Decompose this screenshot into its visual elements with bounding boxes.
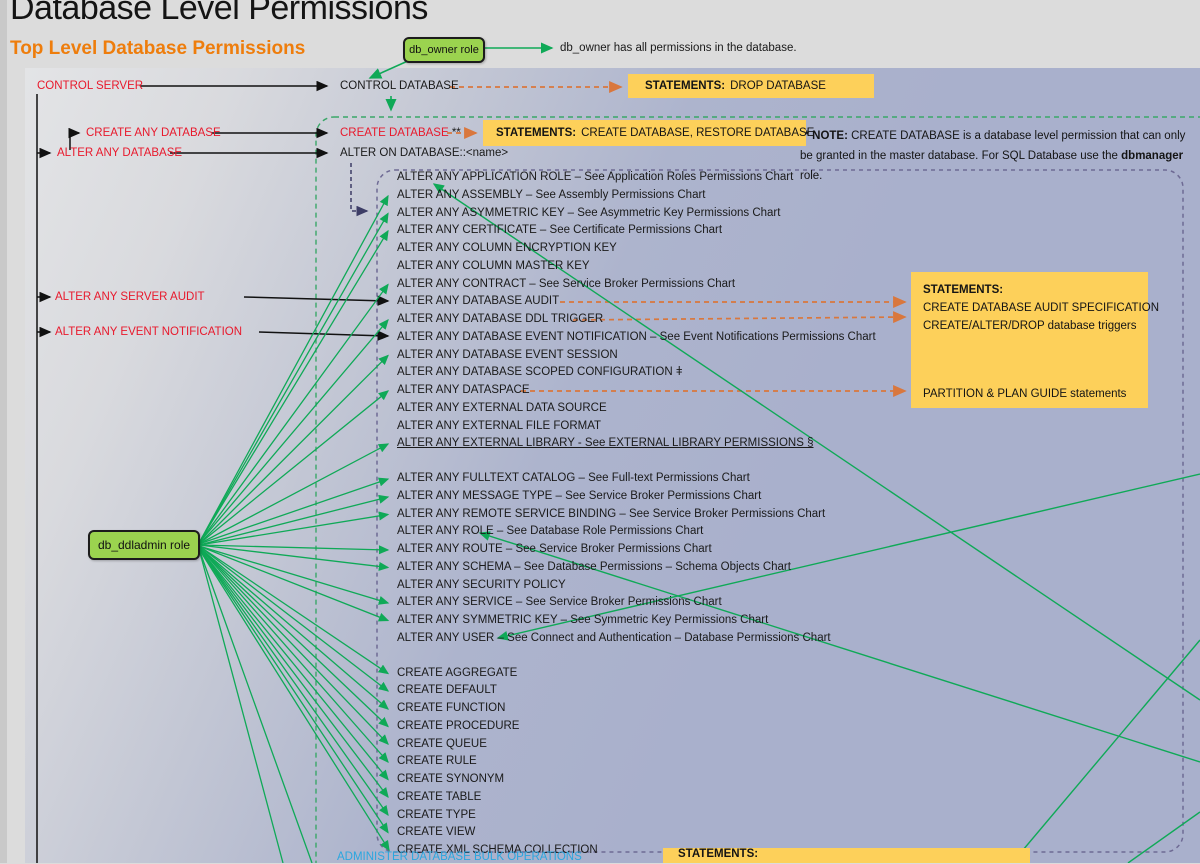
list-item: CREATE TYPE	[397, 808, 476, 821]
list-item: ALTER ANY DATABASE SCOPED CONFIGURATION …	[397, 366, 683, 379]
label-administer-database-bulk-operations: ADMINISTER DATABASE BULK OPERATIONS	[337, 851, 582, 863]
statements-title: STATEMENTS:	[923, 284, 1004, 296]
list-item: CREATE SYNONYM	[397, 773, 505, 785]
label-create-database: CREATE DATABASE **	[340, 127, 461, 140]
list-item: CREATE FUNCTION	[397, 702, 506, 714]
list-item: ALTER ANY DATABASE DDL TRIGGER	[397, 313, 604, 325]
list-item: ALTER ANY SYMMETRIC KEY – See Symmetric …	[397, 614, 769, 626]
list-item: CREATE VIEW	[397, 826, 476, 839]
db-ddladmin-role-box: db_ddladmin role	[88, 530, 200, 560]
list-item: CREATE DEFAULT	[397, 684, 497, 697]
label-create-any-database: CREATE ANY DATABASE	[86, 127, 221, 139]
list-item: ALTER ANY REMOTE SERVICE BINDING – See S…	[397, 507, 826, 520]
list-item: ALTER ANY DATABASE EVENT NOTIFICATION – …	[397, 330, 876, 343]
list-item: CREATE RULE	[397, 755, 477, 768]
list-gap	[397, 648, 876, 665]
list-item: ALTER ANY DATABASE EVENT SESSION	[397, 348, 618, 361]
label-alter-any-event-notification: ALTER ANY EVENT NOTIFICATION	[55, 326, 243, 338]
page-title: Database Level Permissions	[10, 0, 428, 27]
list-item: CREATE AGGREGATE	[397, 666, 518, 679]
db-owner-note: db_owner has all permissions in the data…	[560, 42, 797, 54]
page-left-edge	[0, 0, 7, 863]
statements-line: CREATE/ALTER/DROP database triggers	[923, 320, 1137, 332]
list-item: CREATE QUEUE	[397, 737, 487, 750]
statements-body: CREATE DATABASE, RESTORE DATABASE	[581, 127, 815, 139]
list-item: ALTER ANY USER – See Connect and Authent…	[397, 631, 831, 644]
list-item: CREATE TABLE	[397, 790, 482, 803]
statements-body: DROP DATABASE	[730, 80, 826, 92]
statements-title: STATEMENTS:	[645, 80, 726, 92]
label-control-database: CONTROL DATABASE	[340, 80, 459, 92]
create-database-text: CREATE DATABASE	[340, 127, 449, 139]
list-item: ALTER ANY CERTIFICATE – See Certificate …	[397, 224, 723, 237]
list-item: ALTER ANY APPLICATION ROLE – See Applica…	[397, 171, 794, 183]
note-bold-term: dbmanager	[1121, 150, 1184, 162]
create-database-note-marker: **	[448, 127, 461, 139]
list-item: ALTER ANY ROLE – See Database Role Permi…	[397, 525, 704, 538]
list-item: ALTER ANY SECURITY POLICY	[397, 578, 566, 591]
list-gap	[397, 453, 876, 470]
statements-line: PARTITION & PLAN GUIDE statements	[923, 388, 1127, 400]
list-item: ALTER ANY DATABASE AUDIT	[397, 295, 560, 308]
list-item: ALTER ANY EXTERNAL LIBRARY - See EXTERNA…	[397, 437, 814, 450]
list-item: ALTER ANY ASSEMBLY – See Assembly Permis…	[397, 188, 706, 201]
list-item: ALTER ANY DATASPACE	[397, 384, 530, 396]
list-item: ALTER ANY ASYMMETRIC KEY – See Asymmetri…	[397, 206, 781, 219]
list-item: ALTER ANY ROUTE – See Service Broker Per…	[397, 543, 712, 555]
label-alter-any-server-audit: ALTER ANY SERVER AUDIT	[55, 291, 205, 303]
db-owner-role-box: db_owner role	[403, 37, 485, 63]
label-alter-any-database: ALTER ANY DATABASE	[57, 147, 183, 159]
statements-box-create-restore: STATEMENTS: CREATE DATABASE, RESTORE DAT…	[483, 120, 814, 146]
list-item: ALTER ANY COLUMN ENCRYPTION KEY	[397, 242, 617, 254]
statements-box-audit: STATEMENTS: CREATE DATABASE AUDIT SPECIF…	[911, 272, 1160, 408]
list-item: ALTER ANY SERVICE – See Service Broker P…	[397, 596, 722, 609]
list-item: CREATE PROCEDURE	[397, 719, 520, 732]
section-heading: Top Level Database Permissions	[10, 38, 306, 59]
statements-line: CREATE DATABASE AUDIT SPECIFICATION	[923, 302, 1160, 314]
list-item: ALTER ANY COLUMN MASTER KEY	[397, 259, 590, 272]
statements-box-drop-database: STATEMENTS: DROP DATABASE	[628, 74, 874, 98]
list-item: ALTER ANY FULLTEXT CATALOG – See Full-te…	[397, 472, 750, 484]
database-permission-list: ALTER ANY APPLICATION ROLE – See Applica…	[397, 169, 876, 860]
statements-title: STATEMENTS:	[496, 127, 577, 139]
list-item: ALTER ANY SCHEMA – See Database Permissi…	[397, 560, 791, 573]
list-item: ALTER ANY EXTERNAL FILE FORMAT	[397, 419, 602, 432]
label-control-server: CONTROL SERVER	[37, 80, 144, 92]
label-alter-on-database: ALTER ON DATABASE::<name>	[340, 147, 509, 159]
list-item: ALTER ANY CONTRACT – See Service Broker …	[397, 277, 736, 290]
list-item: ALTER ANY EXTERNAL DATA SOURCE	[397, 401, 607, 414]
list-item: ALTER ANY MESSAGE TYPE – See Service Bro…	[397, 489, 762, 502]
